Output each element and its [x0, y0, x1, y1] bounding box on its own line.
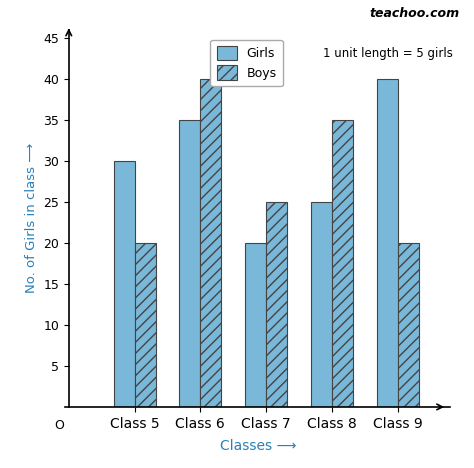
Bar: [311, 202, 332, 407]
Bar: [201, 79, 221, 407]
Text: 1 unit length = 5 girls: 1 unit length = 5 girls: [323, 47, 453, 59]
Bar: [245, 243, 266, 407]
Text: teachoo.com: teachoo.com: [370, 7, 460, 20]
Bar: [113, 161, 135, 407]
Y-axis label: No. of Girls in class ⟶: No. of Girls in class ⟶: [25, 143, 37, 293]
Bar: [179, 120, 201, 407]
Bar: [398, 243, 419, 407]
Legend: Girls, Boys: Girls, Boys: [210, 40, 283, 86]
Bar: [135, 243, 155, 407]
Bar: [377, 79, 398, 407]
Text: O: O: [54, 419, 64, 432]
Bar: [332, 120, 353, 407]
X-axis label: Classes ⟶: Classes ⟶: [220, 439, 296, 453]
Bar: [266, 202, 287, 407]
